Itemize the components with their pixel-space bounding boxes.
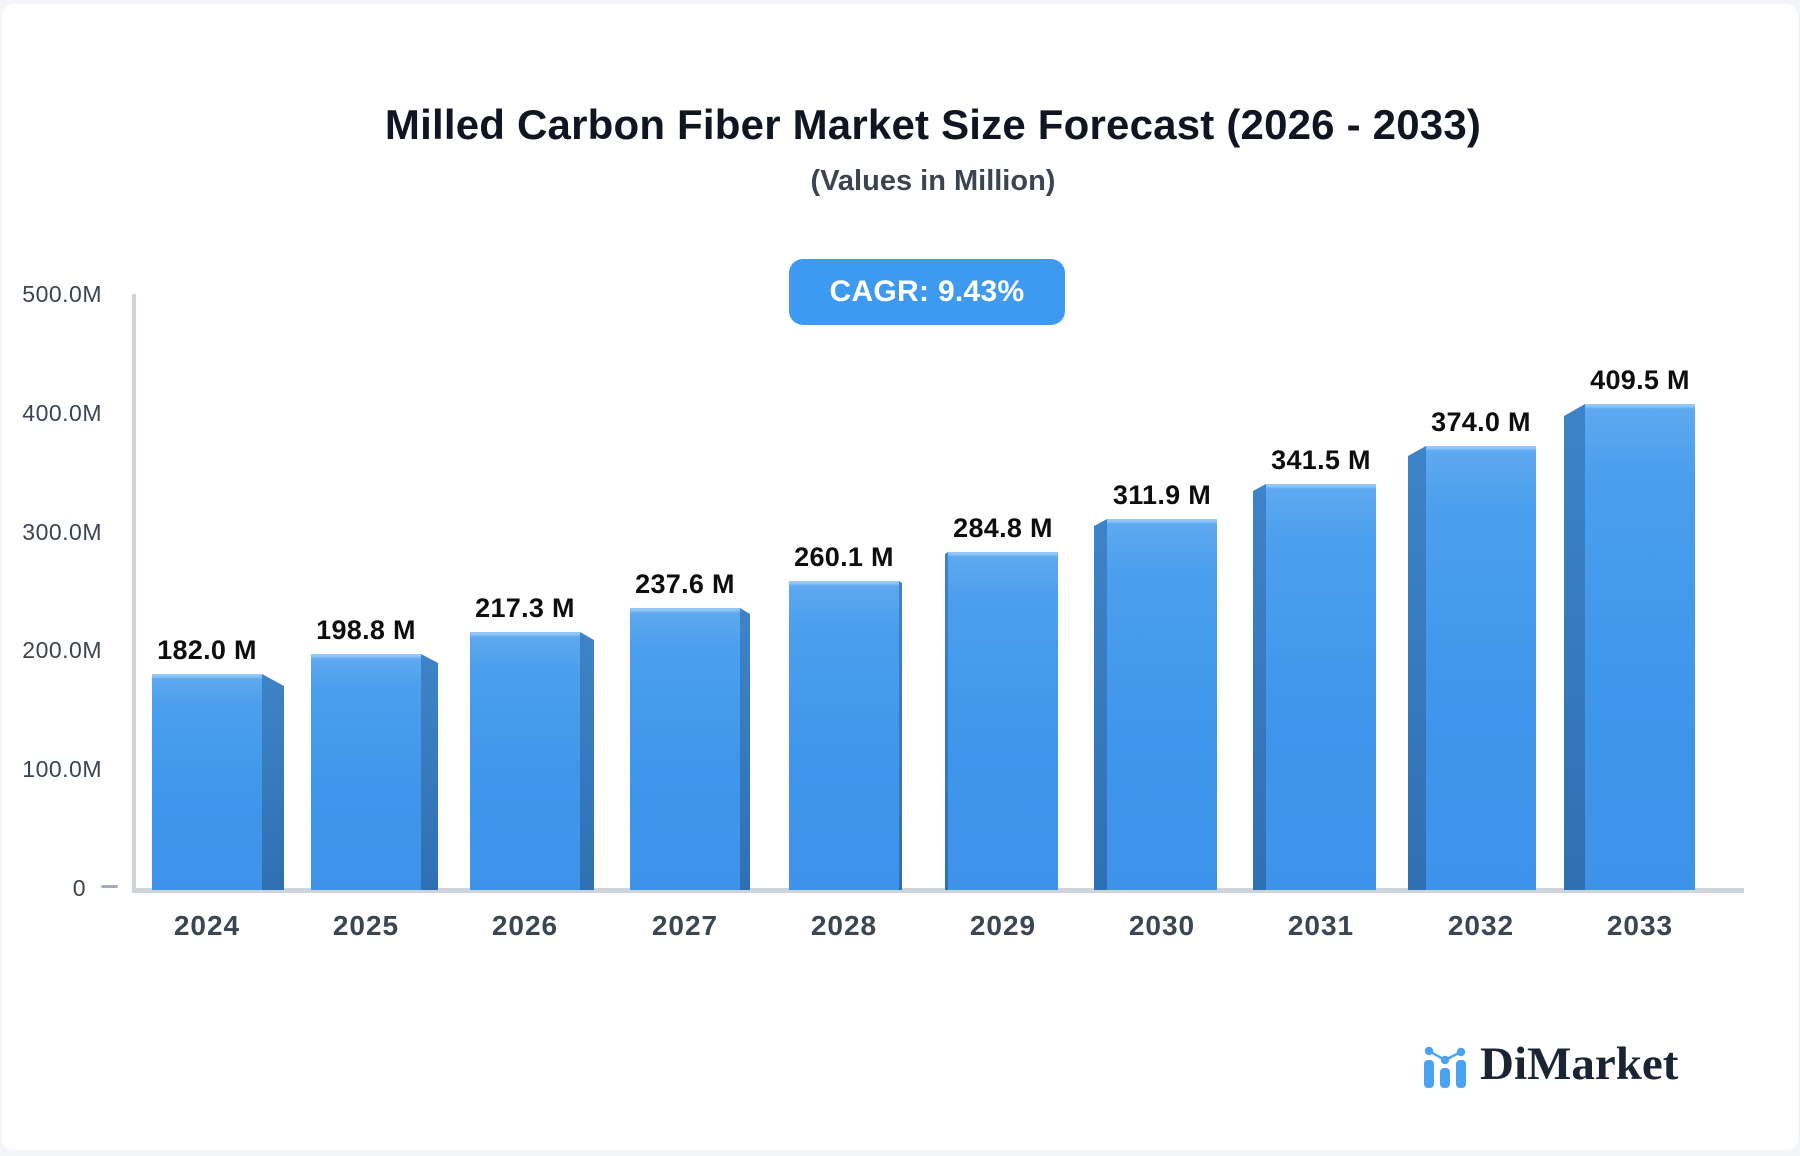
bar-front-face (1585, 404, 1695, 890)
brand-logo-text: DiMarket (1480, 1038, 1679, 1090)
y-axis-tick-label: 300.0M (22, 519, 102, 545)
y-axis-tick-label: 0 (72, 875, 86, 901)
bar (152, 674, 284, 890)
brand-logo: DiMarket (1422, 1040, 1678, 1088)
bar-front-face (1426, 446, 1536, 890)
bar-front-face (470, 632, 580, 890)
bar-side-face (1253, 484, 1266, 890)
bar (1408, 446, 1536, 890)
x-axis-line (132, 888, 1744, 893)
chart-title: Milled Carbon Fiber Market Size Forecast… (384, 101, 1482, 148)
x-tick-label: 2029 (969, 910, 1037, 941)
bar-value-label: 341.5 M (1271, 445, 1371, 475)
bar-side-face (1408, 446, 1426, 890)
x-tick-label: 2030 (1128, 910, 1196, 941)
x-tick-label: 2033 (1606, 910, 1674, 941)
bar-front-face (311, 654, 421, 890)
bar-side-face (899, 581, 902, 890)
x-tick-label: 2031 (1287, 910, 1355, 941)
bar-value-label: 284.8 M (953, 513, 1053, 543)
y-axis-tick-label: 200.0M (22, 637, 102, 663)
bar-value-label: 374.0 M (1431, 407, 1531, 437)
bar-front-face (152, 674, 262, 890)
x-tick-label: 2024 (173, 910, 241, 941)
bar-value-label: 217.3 M (475, 593, 575, 623)
x-tick-label: 2027 (651, 910, 719, 941)
x-tick-label: 2025 (332, 910, 400, 941)
bar (470, 632, 594, 890)
x-tick-label: 2026 (491, 910, 559, 941)
chart-card: Milled Carbon Fiber Market Size Forecast… (2, 4, 1798, 1150)
bar-front-face (948, 552, 1058, 890)
bar (1564, 404, 1695, 890)
bar-chart-icon (1424, 1046, 1466, 1088)
bar-side-face (1094, 519, 1107, 890)
cagr-badge: CAGR: 9.43% (789, 259, 1065, 325)
bar (1094, 519, 1217, 890)
chart-header: Milled Carbon Fiber Market Size Forecast… (35, 102, 1800, 198)
bar-side-face (421, 654, 438, 890)
bar-value-label: 260.1 M (794, 542, 894, 572)
bar-value-label: 311.9 M (1112, 480, 1212, 510)
bar-value-label: 182.0 M (157, 635, 257, 665)
bar-side-face (262, 674, 284, 890)
bar-side-face (740, 608, 750, 890)
bar-value-label: 409.5 M (1590, 365, 1690, 395)
y-axis-tick-label: 100.0M (22, 756, 102, 782)
x-tick-label: 2028 (810, 910, 878, 941)
y-axis-tick-label: 500.0M (22, 281, 102, 307)
bar (1253, 484, 1376, 890)
bar-value-label: 198.8 M (316, 615, 416, 645)
bar-front-face (1266, 484, 1376, 890)
zero-tick-mark (101, 885, 118, 888)
bar (789, 581, 902, 890)
bar (311, 654, 438, 890)
bar-side-face (580, 632, 594, 890)
bar (630, 608, 750, 890)
bar-side-face (1564, 404, 1585, 890)
bar-front-face (789, 581, 899, 890)
x-tick-label: 2032 (1447, 910, 1515, 941)
chart-subtitle: (Values in Million) (810, 165, 1056, 197)
y-axis-tick-label: 400.0M (22, 400, 102, 426)
bar-front-face (630, 608, 740, 890)
bar (945, 552, 1058, 890)
bar-value-label: 237.6 M (635, 569, 735, 599)
bar-side-face (945, 552, 948, 890)
bar-front-face (1107, 519, 1217, 890)
y-axis-line (132, 294, 136, 890)
